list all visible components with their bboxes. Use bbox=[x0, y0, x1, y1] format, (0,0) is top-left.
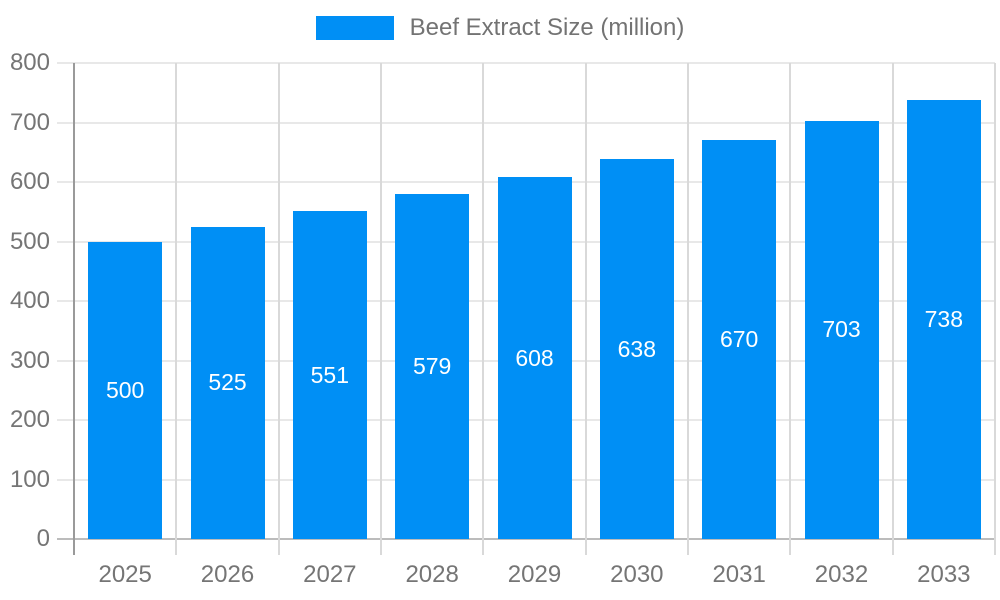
y-axis-line bbox=[73, 63, 75, 555]
bar: 608 bbox=[497, 177, 572, 539]
x-tick-label: 2026 bbox=[200, 561, 255, 588]
bar-value-label: 579 bbox=[412, 353, 452, 380]
legend-swatch-icon bbox=[315, 16, 394, 40]
bar: 670 bbox=[702, 140, 777, 539]
y-tick-label: 300 bbox=[9, 346, 50, 374]
y-tick-label: 100 bbox=[9, 465, 50, 493]
legend[interactable]: Beef Extract Size (million) bbox=[0, 14, 1000, 42]
h-gridline bbox=[57, 62, 995, 64]
y-tick-label: 500 bbox=[9, 227, 50, 255]
bar: 551 bbox=[292, 211, 367, 539]
bar: 525 bbox=[190, 226, 265, 539]
bar-value-label: 608 bbox=[515, 344, 554, 371]
bar-value-label: 670 bbox=[719, 326, 759, 353]
y-tick-label: 200 bbox=[9, 406, 50, 433]
bar: 738 bbox=[906, 99, 981, 539]
v-gridline bbox=[482, 63, 485, 555]
v-gridline bbox=[994, 63, 996, 555]
v-gridline bbox=[380, 63, 382, 555]
h-gridline bbox=[57, 121, 995, 124]
bar: 703 bbox=[804, 120, 879, 539]
plot-area: 0 100 200 300 400 500 600 700 800 500 525 551 579 608… bbox=[10, 49, 996, 588]
v-gridline bbox=[584, 63, 587, 555]
x-tick-label: 2027 bbox=[303, 561, 357, 588]
x-tick-label: 2032 bbox=[814, 561, 869, 588]
bar-value-label: 525 bbox=[208, 369, 247, 396]
y-tick-label: 600 bbox=[9, 168, 50, 195]
x-tick-label: 2030 bbox=[610, 561, 664, 588]
bar-value-label: 500 bbox=[105, 376, 145, 403]
bar-value-label: 703 bbox=[822, 316, 861, 343]
x-axis-baseline bbox=[57, 538, 995, 540]
bar: 579 bbox=[395, 194, 470, 539]
bar-value-label: 638 bbox=[617, 335, 657, 362]
x-tick-label: 2029 bbox=[507, 561, 562, 588]
y-tick-label: 0 bbox=[36, 525, 50, 552]
x-tick-label: 2028 bbox=[405, 561, 459, 588]
v-gridline bbox=[277, 63, 280, 555]
y-tick-label: 400 bbox=[9, 287, 50, 314]
bar: 638 bbox=[599, 159, 674, 539]
bar: 500 bbox=[88, 241, 163, 539]
v-gridline bbox=[891, 63, 894, 555]
v-gridline bbox=[789, 63, 792, 555]
bar-value-label: 551 bbox=[310, 361, 350, 388]
x-tick-label: 2033 bbox=[917, 561, 971, 588]
x-tick-label: 2031 bbox=[712, 561, 766, 588]
legend-label: Beef Extract Size (million) bbox=[409, 14, 685, 41]
bar-value-label: 738 bbox=[924, 305, 964, 332]
y-tick-label: 700 bbox=[9, 108, 50, 136]
x-tick-label: 2025 bbox=[98, 561, 152, 588]
v-gridline bbox=[175, 63, 178, 555]
y-tick-label: 800 bbox=[9, 49, 50, 76]
v-gridline bbox=[687, 63, 689, 555]
